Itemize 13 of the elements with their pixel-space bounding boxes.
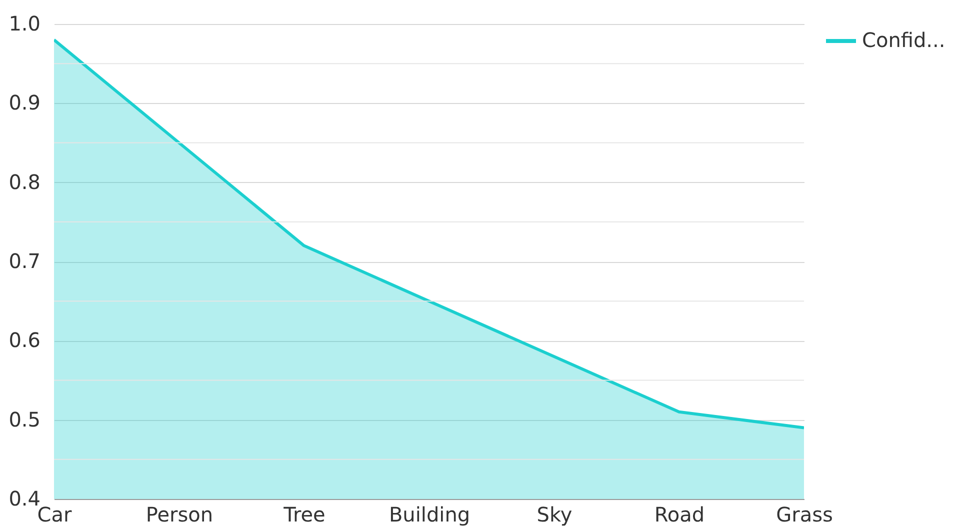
x-tick-label: Sky (536, 502, 572, 526)
y-tick-label: 0.7 (8, 249, 40, 273)
x-tick-label: Road (654, 502, 705, 526)
y-tick-label: 0.5 (8, 407, 40, 432)
y-tick-label: 1.0 (8, 12, 40, 36)
legend-label: Confid... (862, 28, 946, 52)
y-tick-label: 0.6 (8, 328, 40, 352)
x-tick-label: Tree (282, 502, 326, 526)
x-tick-label: Grass (776, 502, 833, 526)
y-tick-label: 0.9 (8, 90, 40, 115)
x-tick-label: Person (146, 502, 214, 526)
y-tick-label: 0.8 (8, 170, 40, 194)
x-tick-label: Building (388, 502, 470, 526)
